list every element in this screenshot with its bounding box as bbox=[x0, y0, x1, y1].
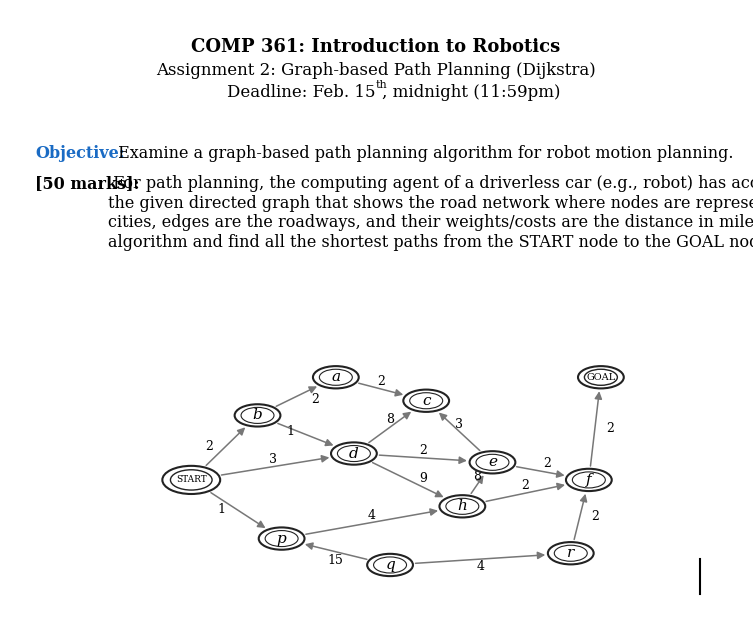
Text: 2: 2 bbox=[606, 422, 614, 435]
Text: 8: 8 bbox=[386, 413, 394, 426]
Text: 1: 1 bbox=[287, 425, 294, 438]
Text: d: d bbox=[349, 447, 358, 461]
Text: , midnight (11:59pm): , midnight (11:59pm) bbox=[382, 84, 560, 101]
Text: 2: 2 bbox=[419, 444, 427, 457]
Text: c: c bbox=[422, 394, 431, 407]
Circle shape bbox=[470, 451, 515, 474]
Text: 8: 8 bbox=[474, 470, 481, 484]
Text: b: b bbox=[253, 408, 262, 422]
Text: a: a bbox=[331, 370, 340, 384]
Circle shape bbox=[331, 442, 376, 465]
Circle shape bbox=[440, 495, 485, 517]
Text: Assignment 2: Graph-based Path Planning (Dijkstra): Assignment 2: Graph-based Path Planning … bbox=[156, 62, 596, 79]
Circle shape bbox=[404, 389, 449, 412]
Text: 4: 4 bbox=[477, 560, 484, 573]
Text: q: q bbox=[386, 558, 395, 572]
Text: 3: 3 bbox=[456, 417, 463, 431]
Text: 3: 3 bbox=[269, 453, 276, 466]
Text: 2: 2 bbox=[522, 479, 529, 492]
Text: e: e bbox=[488, 456, 497, 469]
Text: h: h bbox=[457, 499, 468, 514]
Text: 1: 1 bbox=[218, 503, 225, 516]
Text: f: f bbox=[586, 473, 592, 487]
Text: For path planning, the computing agent of a driverless car (e.g., robot) has acc: For path planning, the computing agent o… bbox=[108, 175, 753, 251]
Circle shape bbox=[313, 366, 358, 388]
Text: 2: 2 bbox=[591, 510, 599, 523]
Text: Deadline: Feb. 15: Deadline: Feb. 15 bbox=[227, 84, 376, 101]
Circle shape bbox=[578, 366, 623, 388]
Circle shape bbox=[259, 527, 304, 550]
Text: 15: 15 bbox=[328, 554, 344, 567]
Text: 2: 2 bbox=[206, 440, 213, 452]
Text: r: r bbox=[567, 546, 575, 560]
Text: th: th bbox=[376, 80, 388, 90]
Circle shape bbox=[548, 542, 593, 564]
Text: p: p bbox=[277, 532, 286, 545]
Text: Objective:: Objective: bbox=[35, 145, 125, 162]
Text: Examine a graph-based path planning algorithm for robot motion planning.: Examine a graph-based path planning algo… bbox=[113, 145, 733, 162]
Text: 9: 9 bbox=[419, 472, 427, 485]
Circle shape bbox=[163, 466, 220, 494]
Text: 4: 4 bbox=[368, 509, 376, 522]
Text: 2: 2 bbox=[543, 457, 550, 470]
Text: 2: 2 bbox=[377, 375, 385, 388]
Text: 2: 2 bbox=[311, 392, 319, 406]
Circle shape bbox=[566, 469, 611, 491]
Circle shape bbox=[235, 404, 280, 427]
Text: COMP 361: Introduction to Robotics: COMP 361: Introduction to Robotics bbox=[191, 38, 561, 56]
Circle shape bbox=[367, 554, 413, 576]
Text: [50 marks]:: [50 marks]: bbox=[35, 175, 139, 192]
Text: START: START bbox=[176, 475, 206, 484]
Text: GOAL: GOAL bbox=[587, 373, 615, 382]
